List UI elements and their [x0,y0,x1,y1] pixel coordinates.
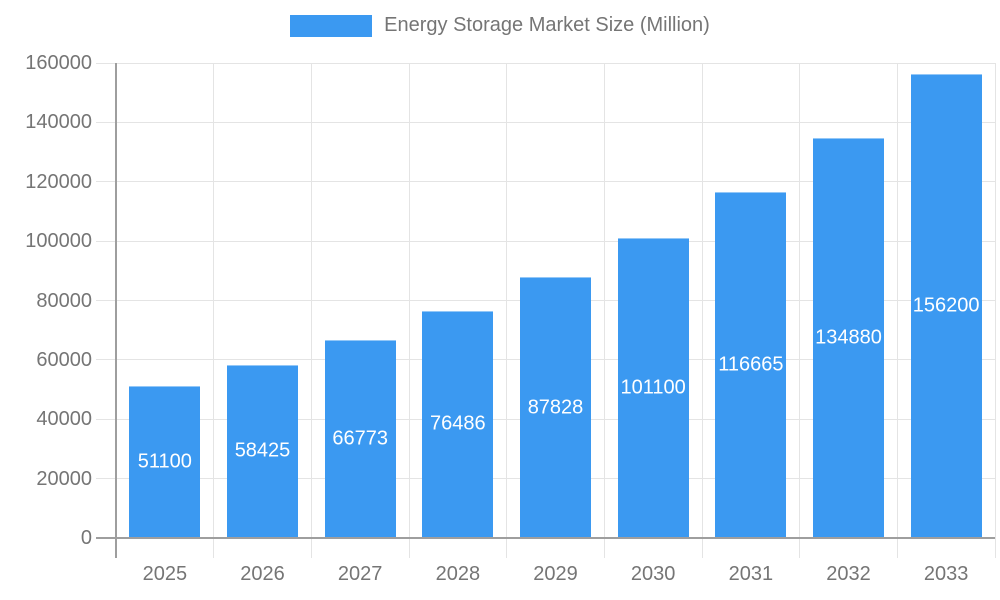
x-tick-label: 2032 [826,563,871,585]
y-tick-label: 40000 [36,408,92,431]
x-tick-label: 2030 [630,563,676,585]
bar[interactable] [520,277,591,538]
bar[interactable] [910,74,982,538]
x-gridline [310,63,312,558]
y-tick-label: 60000 [36,348,92,371]
y-tick-label: 80000 [36,289,92,312]
bar[interactable] [422,310,494,538]
y-gridline [116,121,995,123]
bar-value-label: 76486 [430,412,486,435]
x-gridline [408,63,410,558]
x-axis-line [96,537,995,539]
x-tick-label: 2031 [728,563,774,585]
bar[interactable] [617,237,689,538]
y-gridline [116,240,995,242]
x-gridline [506,63,508,558]
x-gridline [799,63,801,558]
bar-value-label: 116665 [718,353,784,376]
x-tick-label: 2033 [923,563,969,585]
y-tick-mark [96,359,116,361]
legend-label: Energy Storage Market Size (Million) [384,14,710,36]
y-tick-label: 120000 [25,170,92,193]
y-tick-mark [96,240,116,242]
y-gridline [116,181,995,183]
bar-value-label: 66773 [332,427,388,450]
chart-legend[interactable]: Energy Storage Market Size (Million) [0,14,1000,37]
bar-value-label: 156200 [912,294,980,317]
bar-value-label: 58425 [234,439,291,462]
bar[interactable] [813,137,884,538]
y-gridline [116,62,995,64]
y-tick-mark [96,62,116,64]
x-tick-label: 2029 [533,563,578,585]
y-tick-label: 20000 [36,467,92,490]
x-gridline [896,63,898,558]
x-gridline [701,63,703,558]
y-tick-mark [96,121,116,123]
y-tick-label: 100000 [25,230,92,253]
bar-value-label: 87828 [527,396,584,419]
y-tick-mark [96,181,116,183]
y-tick-label: 160000 [25,52,92,74]
y-tick-mark [96,418,116,420]
bar[interactable] [129,386,201,538]
x-tick-label: 2025 [142,563,188,585]
x-gridline [603,63,605,558]
bar-value-label: 51100 [137,450,192,473]
y-tick-mark [96,478,116,480]
bar-value-label: 134880 [815,326,882,349]
bar[interactable] [324,339,396,538]
legend-swatch [290,14,373,37]
x-gridline [213,63,215,558]
bar-value-label: 101100 [620,376,686,399]
y-tick-mark [96,300,116,301]
x-tick-label: 2026 [240,563,285,585]
y-tick-label: 140000 [25,111,92,134]
y-tick-label: 0 [80,527,92,549]
bar[interactable] [715,191,787,538]
bar[interactable] [227,364,298,538]
x-tick-label: 2028 [435,563,481,585]
y-axis-line [115,63,117,558]
x-gridline [994,63,996,558]
x-tick-label: 2027 [337,563,383,585]
